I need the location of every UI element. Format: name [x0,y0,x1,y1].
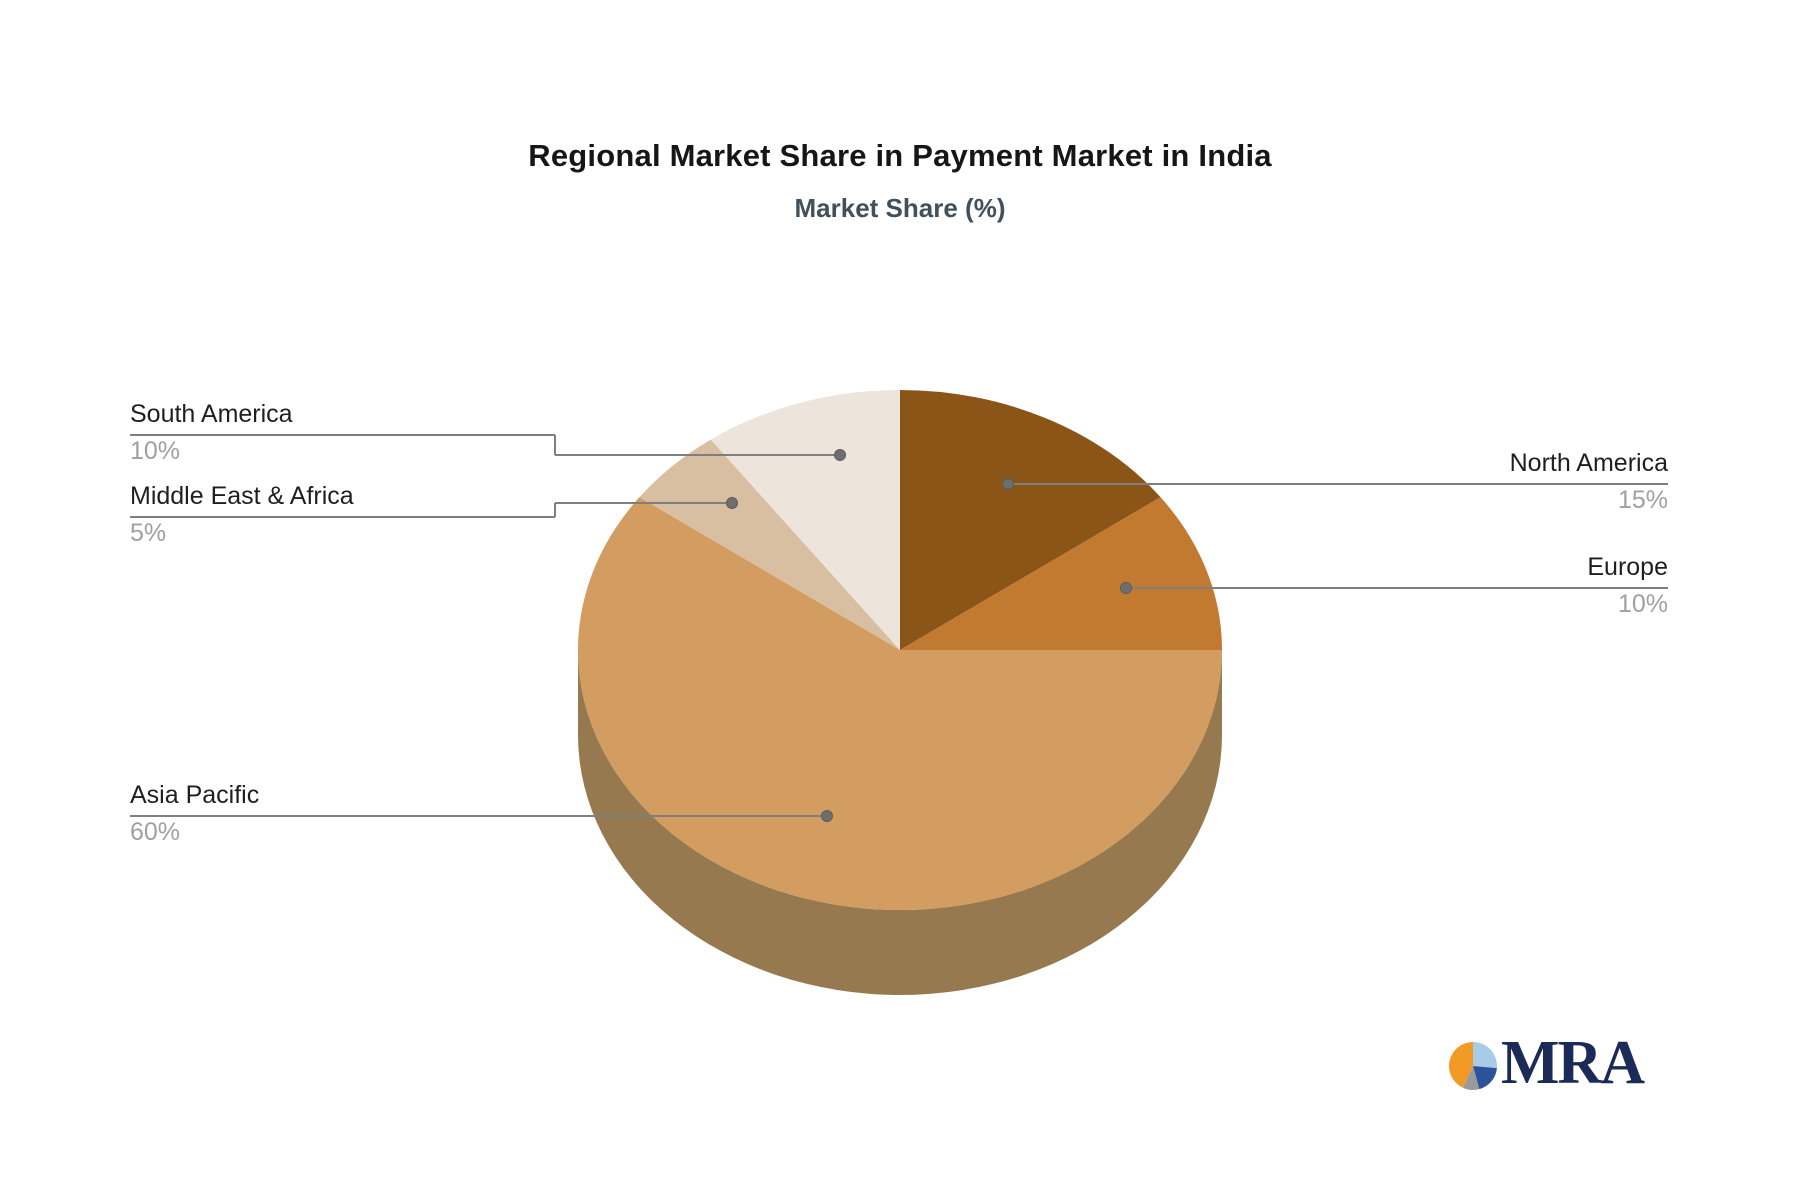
pie-side-rim [578,650,1222,995]
callout-label-asia-pacific: Asia Pacific 60% [130,780,259,847]
label-value: 10% [1617,590,1668,618]
label-text: Europe [1587,553,1668,581]
callout-dot-asia-pacific [821,810,833,822]
callout-label-middle-east-africa: Middle East & Africa 5% [130,481,354,548]
label-value: 60% [130,818,181,846]
callout-dot-south-america [834,449,846,461]
callout-dot-north-america [1002,478,1014,490]
label-value: 5% [130,519,167,547]
pie-slice-europe [900,497,1222,650]
pie-slice-asia-pacific [577,497,1222,910]
callout-dot-europe [1120,582,1132,594]
chart-subtitle: Market Share (%) [794,193,1006,223]
pie-slice-middle-east-africa [639,439,900,650]
logo-slice-light_blue [1473,1042,1497,1069]
callout-label-europe: Europe 10% [1587,552,1668,619]
callout-label-north-america: North America 15% [1510,448,1668,515]
label-value: 10% [130,437,181,465]
logo-pie-icon [1449,1042,1497,1090]
label-value: 15% [1617,486,1668,514]
label-text: Asia Pacific [130,781,260,809]
pie-slice-north-america [900,390,1161,650]
logo-slice-dark_blue [1473,1066,1497,1090]
callout-label-south-america: South America 10% [130,399,293,466]
logo-slice-gray [1462,1066,1480,1090]
label-text: South America [130,400,293,428]
callout-dot-middle-east-africa [726,497,738,509]
chart-title: Regional Market Share in Payment Market … [528,138,1272,173]
label-text: Middle East & Africa [130,482,354,510]
brand-logo: MRA [1447,1032,1645,1094]
logo-text: MRA [1501,1029,1645,1097]
label-text: North America [1509,449,1668,477]
logo-slice-orange [1449,1042,1473,1088]
